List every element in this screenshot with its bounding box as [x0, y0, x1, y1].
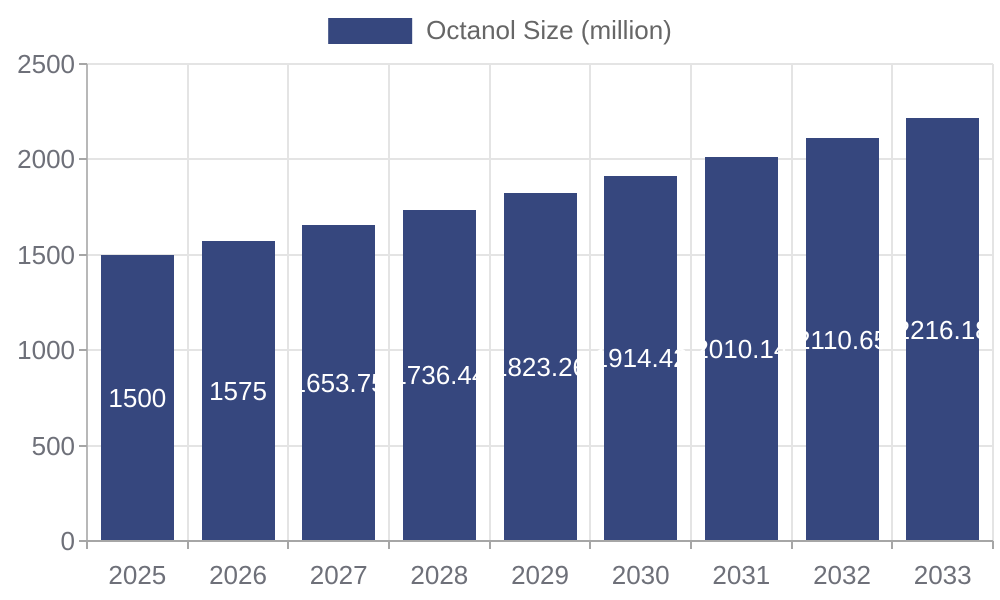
x-axis-label: 2026	[209, 560, 267, 590]
legend-label: Octanol Size (million)	[426, 15, 672, 45]
x-axis-label: 2027	[309, 560, 368, 590]
y-axis-tick	[79, 349, 87, 352]
plot-area: 0 500 1000 1500 2000 2500 1500 2025 1575 2026 1653…	[17, 49, 994, 590]
x-axis-tick	[186, 541, 189, 549]
x-axis-label: 2032	[813, 560, 871, 590]
x-axis-tick	[790, 541, 793, 549]
v-gridline	[186, 64, 189, 541]
x-axis-tick	[86, 541, 88, 549]
v-gridline	[690, 64, 692, 541]
bar-2025[interactable]	[100, 254, 174, 541]
legend-swatch	[328, 17, 413, 44]
y-axis-label: 0	[60, 526, 75, 556]
bar-2026[interactable]	[201, 240, 275, 541]
y-axis-label: 500	[31, 430, 75, 461]
y-axis-tick	[79, 63, 87, 65]
v-gridline	[790, 64, 793, 541]
y-axis-label: 1000	[17, 335, 75, 366]
bar-2028[interactable]	[402, 209, 476, 541]
legend-item[interactable]: Octanol Size (million)	[328, 15, 672, 46]
bar-2031[interactable]	[704, 157, 778, 541]
y-axis-tick	[79, 540, 87, 542]
x-axis-tick	[287, 541, 290, 549]
y-axis-label: 2500	[17, 49, 75, 79]
v-gridline	[589, 64, 592, 541]
bar-2033[interactable]	[906, 118, 980, 541]
x-axis-label: 2031	[712, 560, 771, 590]
bar-2027[interactable]	[302, 225, 376, 541]
y-axis-tick	[79, 158, 87, 161]
v-gridline	[488, 64, 491, 541]
bar-2029[interactable]	[503, 193, 577, 541]
x-axis-line	[87, 540, 993, 542]
h-gridline	[87, 158, 993, 161]
v-gridline	[388, 64, 390, 541]
y-axis-label: 2000	[17, 144, 75, 175]
bar-2030[interactable]	[604, 175, 678, 541]
y-axis-tick	[79, 253, 87, 256]
x-axis-label: 2028	[410, 560, 469, 590]
v-gridline	[287, 64, 290, 541]
h-gridline	[87, 63, 993, 65]
y-axis-label: 1500	[17, 239, 75, 270]
x-axis-tick	[589, 541, 592, 549]
bar-2032[interactable]	[805, 138, 879, 541]
v-gridline	[891, 64, 894, 541]
x-axis-tick	[891, 541, 894, 549]
v-gridline	[992, 64, 994, 541]
x-axis-label: 2030	[611, 560, 670, 590]
x-axis-tick	[690, 541, 692, 549]
x-axis-label: 2033	[913, 560, 972, 590]
x-axis-tick	[488, 541, 491, 549]
y-axis-tick	[79, 444, 87, 447]
y-axis-line	[86, 64, 88, 541]
x-axis-tick	[388, 541, 390, 549]
x-axis-label: 2029	[511, 560, 569, 590]
x-axis-tick	[992, 541, 994, 549]
x-axis-label: 2025	[108, 560, 167, 590]
